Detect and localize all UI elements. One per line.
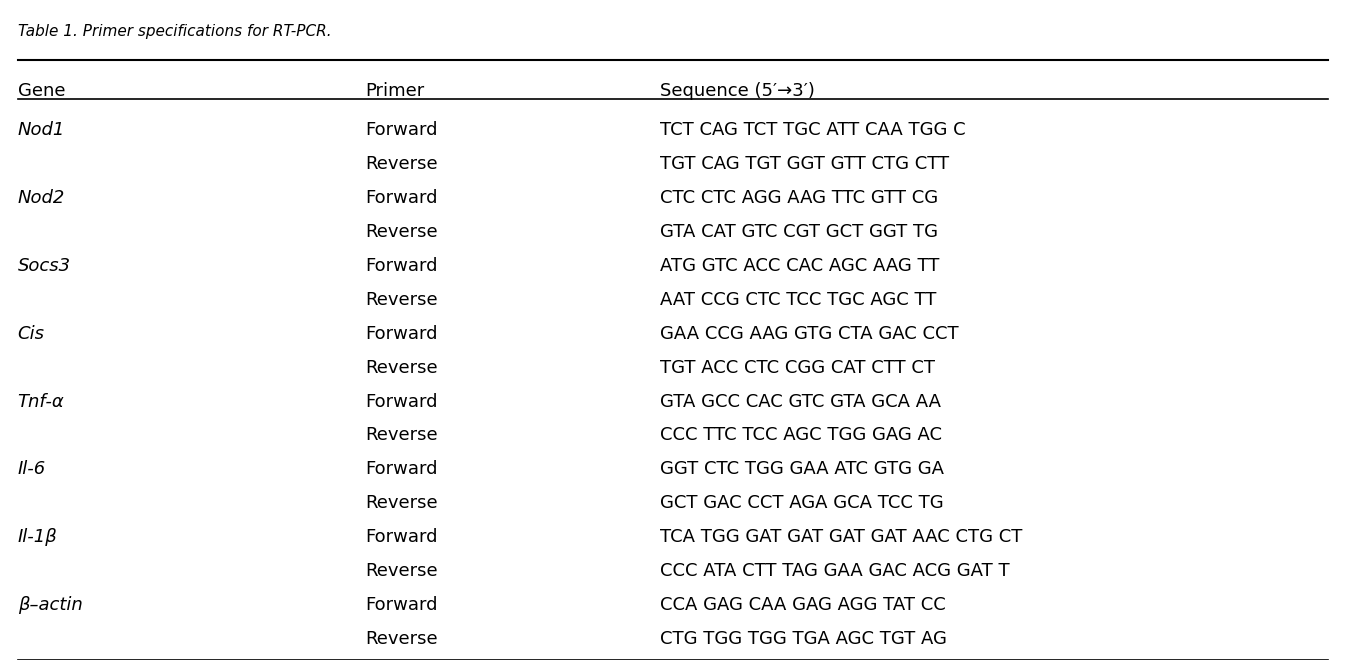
Text: Nod1: Nod1 [17, 121, 65, 139]
Text: Reverse: Reverse [365, 358, 437, 377]
Text: Nod2: Nod2 [17, 189, 65, 207]
Text: TGT CAG TGT GGT GTT CTG CTT: TGT CAG TGT GGT GTT CTG CTT [660, 155, 949, 174]
Text: Forward: Forward [365, 121, 437, 139]
Text: Forward: Forward [365, 596, 437, 614]
Text: Reverse: Reverse [365, 494, 437, 512]
Text: Reverse: Reverse [365, 291, 437, 309]
Text: Forward: Forward [365, 189, 437, 207]
Text: Reverse: Reverse [365, 630, 437, 647]
Text: GGT CTC TGG GAA ATC GTG GA: GGT CTC TGG GAA ATC GTG GA [660, 460, 944, 478]
Text: CTG TGG TGG TGA AGC TGT AG: CTG TGG TGG TGA AGC TGT AG [660, 630, 946, 647]
Text: Forward: Forward [365, 528, 437, 546]
Text: TGT ACC CTC CGG CAT CTT CT: TGT ACC CTC CGG CAT CTT CT [660, 358, 934, 377]
Text: Il-1β: Il-1β [17, 528, 58, 546]
Text: GCT GAC CCT AGA GCA TCC TG: GCT GAC CCT AGA GCA TCC TG [660, 494, 944, 512]
Text: Table 1. Primer specifications for RT-PCR.: Table 1. Primer specifications for RT-PC… [17, 24, 331, 39]
Text: Socs3: Socs3 [17, 257, 71, 275]
Text: Forward: Forward [365, 257, 437, 275]
Text: Reverse: Reverse [365, 562, 437, 580]
Text: AAT CCG CTC TCC TGC AGC TT: AAT CCG CTC TCC TGC AGC TT [660, 291, 935, 309]
Text: Reverse: Reverse [365, 155, 437, 174]
Text: Primer: Primer [365, 82, 424, 100]
Text: ATG GTC ACC CAC AGC AAG TT: ATG GTC ACC CAC AGC AAG TT [660, 257, 940, 275]
Text: Gene: Gene [17, 82, 65, 100]
Text: CCA GAG CAA GAG AGG TAT CC: CCA GAG CAA GAG AGG TAT CC [660, 596, 945, 614]
Text: Il-6: Il-6 [17, 460, 46, 478]
Text: CCC ATA CTT TAG GAA GAC ACG GAT T: CCC ATA CTT TAG GAA GAC ACG GAT T [660, 562, 1010, 580]
Text: Forward: Forward [365, 325, 437, 343]
Text: TCT CAG TCT TGC ATT CAA TGG C: TCT CAG TCT TGC ATT CAA TGG C [660, 121, 965, 139]
Text: CTC CTC AGG AAG TTC GTT CG: CTC CTC AGG AAG TTC GTT CG [660, 189, 938, 207]
Text: Forward: Forward [365, 393, 437, 411]
Text: β–actin: β–actin [17, 596, 82, 614]
Text: Sequence (5′→3′): Sequence (5′→3′) [660, 82, 814, 100]
Text: Cis: Cis [17, 325, 44, 343]
Text: Forward: Forward [365, 460, 437, 478]
Text: GTA CAT GTC CGT GCT GGT TG: GTA CAT GTC CGT GCT GGT TG [660, 223, 938, 241]
Text: GAA CCG AAG GTG CTA GAC CCT: GAA CCG AAG GTG CTA GAC CCT [660, 325, 958, 343]
Text: Reverse: Reverse [365, 426, 437, 444]
Text: Reverse: Reverse [365, 223, 437, 241]
Text: GTA GCC CAC GTC GTA GCA AA: GTA GCC CAC GTC GTA GCA AA [660, 393, 941, 411]
Text: Tnf-α: Tnf-α [17, 393, 65, 411]
Text: TCA TGG GAT GAT GAT GAT AAC CTG CT: TCA TGG GAT GAT GAT GAT AAC CTG CT [660, 528, 1022, 546]
Text: CCC TTC TCC AGC TGG GAG AC: CCC TTC TCC AGC TGG GAG AC [660, 426, 942, 444]
